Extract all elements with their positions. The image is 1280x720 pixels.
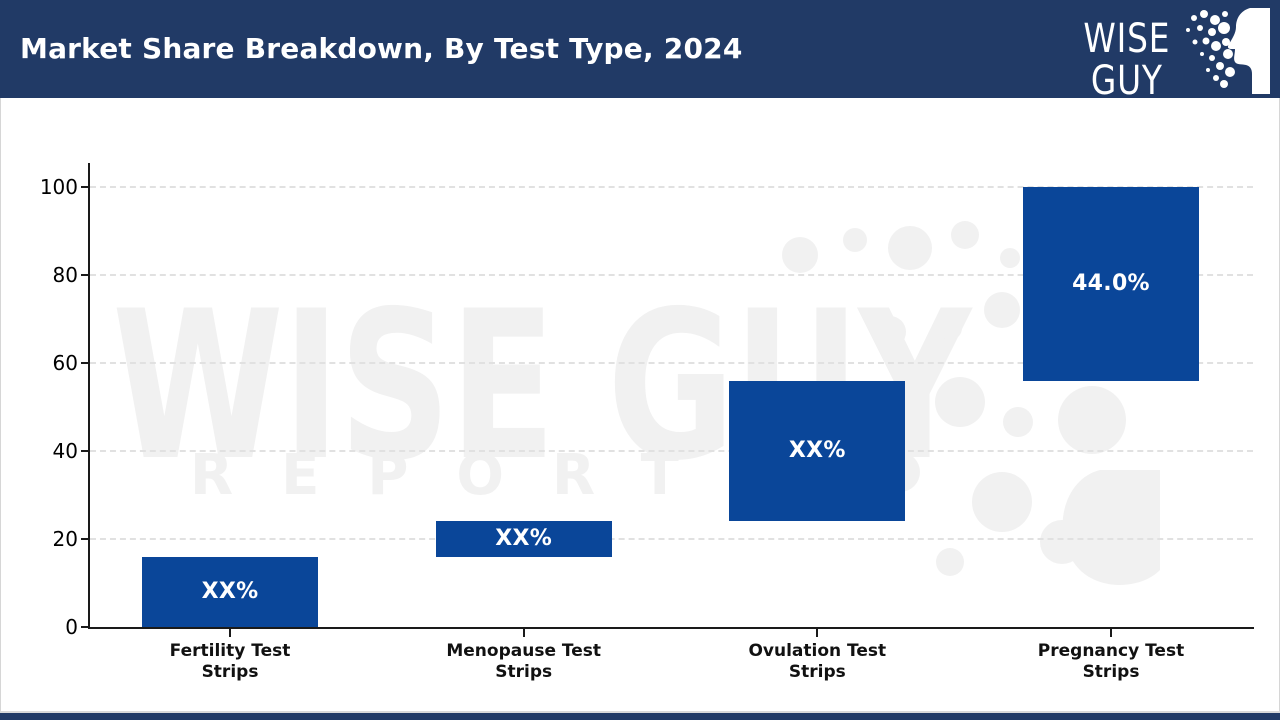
- gridline-40: [90, 450, 1253, 452]
- y-tick-label: 40: [52, 439, 78, 463]
- page-title: Market Share Breakdown, By Test Type, 20…: [20, 32, 743, 65]
- bar-value-label: XX%: [201, 579, 259, 605]
- footer-bar: [0, 713, 1280, 720]
- head-profile-icon: [1186, 8, 1270, 94]
- bar-fertility-test-strips: XX%: [142, 556, 318, 627]
- x-tick-label: Ovulation Test Strips: [748, 641, 887, 682]
- y-tick-0: [81, 626, 89, 628]
- x-tick-0: [229, 629, 231, 637]
- bar-ovulation-test-strips: XX%: [729, 380, 906, 522]
- bar-value-label: XX%: [495, 526, 553, 552]
- x-tick-3: [1110, 629, 1112, 637]
- x-axis-line: [88, 627, 1254, 629]
- watermark-subtitle: REPORTS: [190, 443, 816, 508]
- x-tick-label: Menopause Test Strips: [446, 641, 602, 682]
- y-tick-40: [81, 450, 89, 452]
- bar-menopause-test-strips: XX%: [435, 521, 612, 557]
- bar-value-label: 44.0%: [1072, 271, 1150, 297]
- x-tick-1: [522, 629, 525, 637]
- y-tick-label: 80: [52, 263, 78, 287]
- bar-value-label: XX%: [788, 438, 846, 464]
- x-tick-label: Pregnancy Test Strips: [1037, 641, 1185, 682]
- x-tick-label: Fertility Test Strips: [169, 641, 291, 682]
- y-tick-label: 20: [52, 527, 78, 551]
- logo-wordmark: WISE GUY: [1083, 16, 1171, 104]
- y-tick-label: 100: [39, 175, 78, 199]
- gridline-100: [90, 186, 1253, 188]
- y-tick-80: [81, 274, 89, 276]
- y-tick-60: [81, 362, 89, 364]
- y-tick-label: 60: [52, 351, 78, 375]
- bar-pregnancy-test-strips: 44.0%: [1023, 187, 1199, 381]
- y-tick-label: 0: [65, 615, 78, 639]
- y-axis-line: [88, 163, 90, 629]
- gridline-60: [90, 362, 1253, 364]
- y-tick-100: [81, 186, 89, 188]
- gridline-20: [90, 538, 1253, 540]
- gridline-80: [90, 274, 1253, 276]
- x-tick-2: [816, 629, 819, 637]
- y-tick-20: [81, 538, 89, 540]
